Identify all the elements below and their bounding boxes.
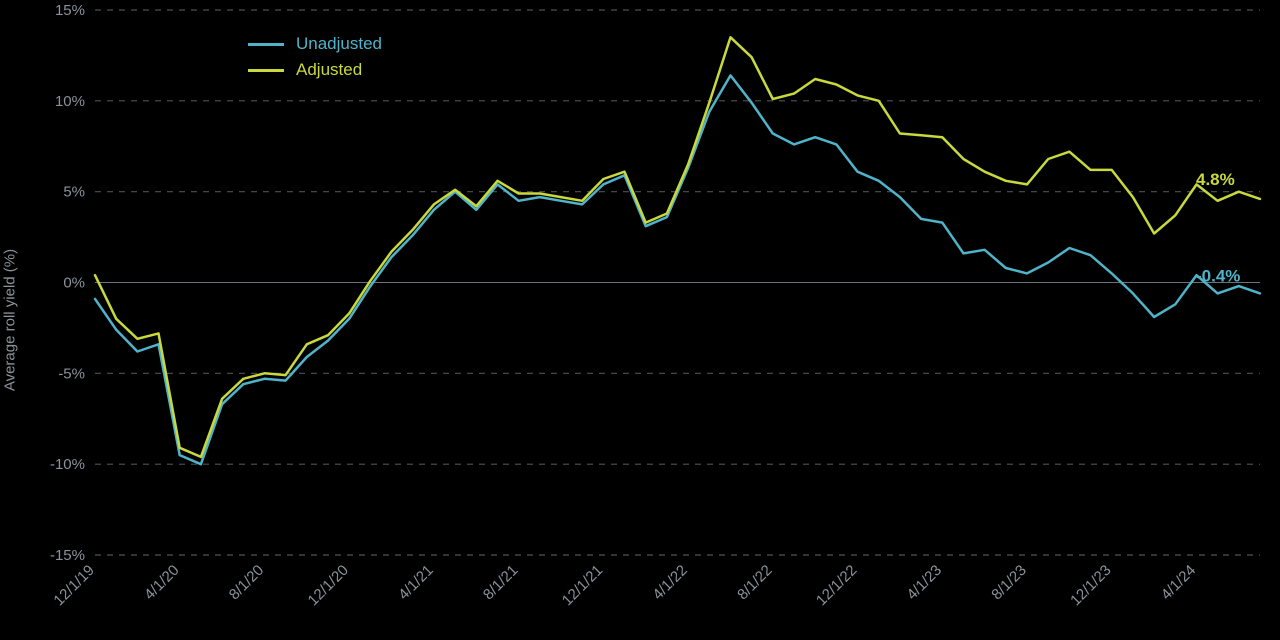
- series-end-label-unadjusted: -0.4%: [1196, 266, 1240, 285]
- legend-swatch: [248, 43, 284, 46]
- y-tick-label: -5%: [58, 365, 85, 382]
- legend-label: Unadjusted: [296, 34, 382, 54]
- x-tick-label: 8/1/23: [988, 562, 1030, 604]
- y-tick-label: -15%: [50, 547, 85, 564]
- x-tick-label: 12/1/23: [1067, 562, 1114, 609]
- x-tick-label: 8/1/20: [226, 562, 268, 604]
- y-axis-label: Average roll yield (%): [2, 249, 19, 391]
- x-tick-label: 12/1/21: [559, 562, 606, 609]
- legend-item-adjusted: Adjusted: [248, 60, 382, 80]
- x-tick-label: 4/1/23: [904, 562, 946, 604]
- x-tick-label: 4/1/22: [649, 562, 691, 604]
- x-tick-label: 8/1/21: [480, 562, 522, 604]
- x-tick-label: 12/1/19: [50, 562, 97, 609]
- y-tick-label: 10%: [55, 93, 85, 110]
- x-tick-label: 4/1/21: [395, 562, 437, 604]
- legend-label: Adjusted: [296, 60, 362, 80]
- roll-yield-chart: Average roll yield (%) -15% -10% -5% 0% 5% 10…: [0, 0, 1280, 640]
- legend-swatch: [248, 69, 284, 72]
- series-line-unadjusted: [95, 75, 1260, 464]
- y-tick-label: -10%: [50, 456, 85, 473]
- y-tick-label: 0%: [63, 275, 85, 292]
- series-line-adjusted: [95, 37, 1260, 457]
- y-tick-label: 15%: [55, 2, 85, 19]
- legend: Unadjusted Adjusted: [248, 34, 382, 86]
- y-tick-label: 5%: [63, 184, 85, 201]
- chart-svg: -15% -10% -5% 0% 5% 10% 15% 12/1/19 4/1/20 8/1/20…: [0, 0, 1280, 640]
- legend-item-unadjusted: Unadjusted: [248, 34, 382, 54]
- series-end-label-adjusted: 4.8%: [1196, 170, 1235, 189]
- x-tick-label: 12/1/22: [813, 562, 860, 609]
- x-tick-label: 8/1/22: [734, 562, 776, 604]
- x-tick-label: 4/1/20: [141, 562, 183, 604]
- x-tick-label: 4/1/24: [1158, 562, 1200, 604]
- x-tick-label: 12/1/20: [305, 562, 352, 609]
